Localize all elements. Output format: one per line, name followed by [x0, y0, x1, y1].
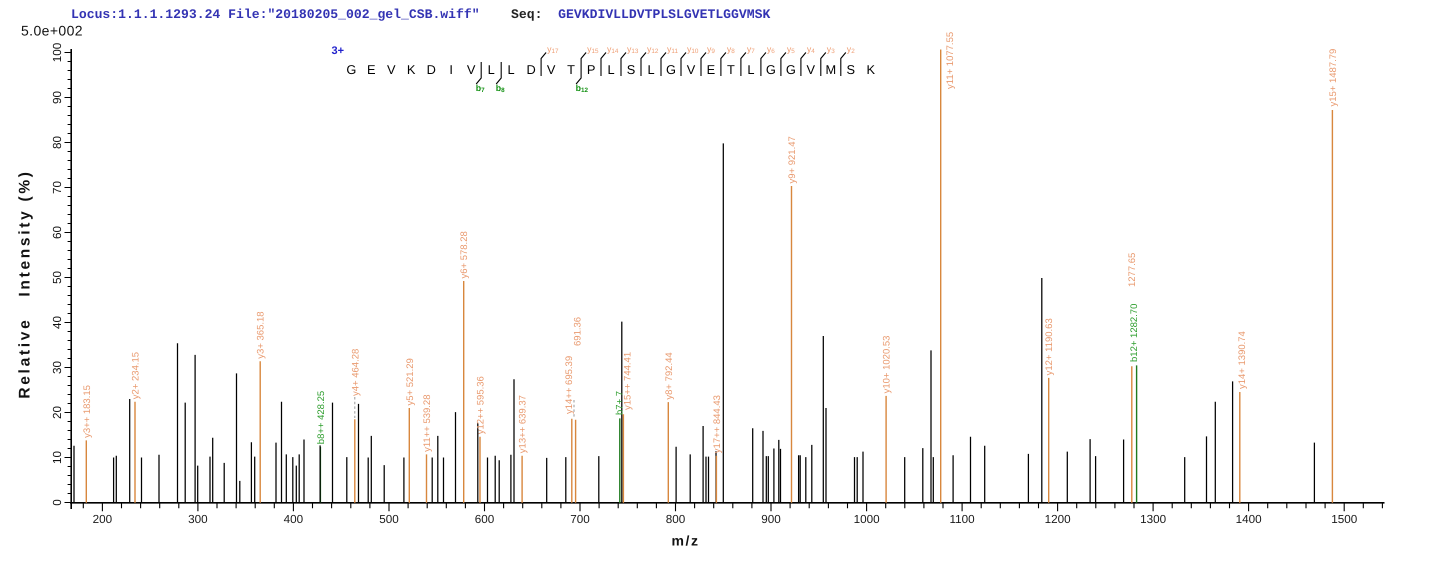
svg-text:G: G	[766, 62, 776, 77]
svg-text:b8++ 428.25: b8++ 428.25	[316, 391, 327, 444]
svg-text:60: 60	[51, 226, 64, 240]
svg-text:1500: 1500	[1331, 513, 1358, 526]
svg-text:Relative Intensity (%): Relative Intensity (%)	[17, 169, 34, 398]
svg-text:0: 0	[51, 499, 64, 506]
svg-text:500: 500	[379, 513, 399, 526]
svg-text:m/z: m/z	[672, 533, 700, 549]
svg-text:y14: y14	[607, 44, 619, 55]
svg-text:L: L	[508, 62, 515, 77]
svg-text:V: V	[687, 62, 696, 77]
svg-text:1100: 1100	[950, 513, 976, 526]
svg-text:y15+ 1487.79: y15+ 1487.79	[1328, 49, 1339, 107]
svg-text:80: 80	[51, 136, 64, 150]
svg-text:y3+ 365.18: y3+ 365.18	[256, 311, 267, 358]
svg-text:I: I	[449, 62, 453, 77]
svg-text:V: V	[387, 62, 396, 77]
svg-text:T: T	[727, 62, 735, 77]
svg-text:y8: y8	[727, 44, 735, 55]
svg-text:y12++ 595.36: y12++ 595.36	[476, 376, 487, 434]
svg-text:600: 600	[475, 513, 495, 526]
svg-text:y9: y9	[707, 44, 715, 55]
svg-text:y4+ 464.28: y4+ 464.28	[350, 349, 361, 396]
svg-text:30: 30	[51, 361, 64, 375]
svg-text:y8+ 792.44: y8+ 792.44	[664, 352, 675, 399]
svg-text:V: V	[547, 62, 556, 77]
svg-text:P: P	[587, 62, 596, 77]
svg-text:20: 20	[51, 406, 64, 420]
svg-text:y15: y15	[587, 44, 599, 55]
svg-text:V: V	[467, 62, 476, 77]
svg-text:E: E	[367, 62, 376, 77]
svg-text:y14+ 1390.74: y14+ 1390.74	[1237, 331, 1248, 389]
svg-text:700: 700	[570, 513, 590, 526]
svg-text:L: L	[747, 62, 754, 77]
svg-text:y5: y5	[787, 44, 795, 55]
svg-text:b8: b8	[496, 83, 505, 94]
svg-text:y2+ 234.15: y2+ 234.15	[131, 352, 142, 399]
svg-text:b7: b7	[476, 83, 485, 94]
svg-text:40: 40	[51, 316, 64, 330]
svg-text:70: 70	[51, 181, 64, 195]
svg-text:1277.65: 1277.65	[1127, 253, 1138, 287]
svg-text:L: L	[488, 62, 495, 77]
svg-text:M: M	[825, 62, 836, 77]
svg-text:G: G	[786, 62, 796, 77]
svg-text:L: L	[647, 62, 654, 77]
svg-text:y6+ 578.28: y6+ 578.28	[459, 231, 470, 278]
svg-text:G: G	[346, 62, 356, 77]
svg-text:300: 300	[188, 513, 208, 526]
svg-text:1300: 1300	[1140, 513, 1167, 526]
svg-text:1400: 1400	[1236, 513, 1263, 526]
svg-text:y11+ 1077.55: y11+ 1077.55	[945, 32, 956, 89]
svg-text:y9+ 921.47: y9+ 921.47	[787, 136, 798, 183]
svg-text:y11: y11	[667, 44, 678, 55]
svg-text:y5+ 521.29: y5+ 521.29	[405, 358, 416, 405]
svg-text:y4: y4	[807, 44, 815, 55]
svg-text:y13++ 639.37: y13++ 639.37	[518, 395, 529, 453]
svg-text:S: S	[847, 62, 856, 77]
svg-text:691.36: 691.36	[573, 317, 584, 346]
svg-text:50: 50	[51, 271, 64, 285]
svg-text:K: K	[407, 62, 416, 77]
svg-text:y7: y7	[747, 44, 755, 55]
svg-text:y3++ 183.15: y3++ 183.15	[82, 385, 93, 438]
svg-text:y6: y6	[767, 44, 775, 55]
svg-text:L: L	[607, 62, 614, 77]
svg-text:y14++ 695.39: y14++ 695.39	[564, 356, 575, 414]
svg-text:E: E	[707, 62, 716, 77]
svg-text:G: G	[666, 62, 676, 77]
svg-text:b7+ 7: b7+ 7	[614, 391, 625, 415]
svg-text:b12+ 1282.70: b12+ 1282.70	[1129, 304, 1140, 362]
svg-text:y11++ 539.28: y11++ 539.28	[422, 394, 433, 451]
svg-text:y13: y13	[627, 44, 639, 55]
svg-text:D: D	[427, 62, 436, 77]
svg-text:800: 800	[666, 513, 686, 526]
svg-text:Locus:1.1.1.1293.24 File:"2018: Locus:1.1.1.1293.24 File:"20180205_002_g…	[71, 7, 770, 22]
svg-text:T: T	[567, 62, 575, 77]
svg-text:10: 10	[51, 451, 64, 465]
svg-text:1000: 1000	[854, 513, 881, 526]
svg-text:y15++ 744.41: y15++ 744.41	[623, 352, 634, 410]
svg-text:y10+ 1020.53: y10+ 1020.53	[882, 336, 893, 394]
svg-text:D: D	[526, 62, 535, 77]
svg-text:y17++ 844.43: y17++ 844.43	[712, 395, 723, 453]
svg-text:K: K	[867, 62, 876, 77]
svg-text:b12: b12	[576, 83, 589, 94]
svg-text:y2: y2	[847, 44, 855, 55]
svg-text:100: 100	[51, 42, 64, 62]
svg-text:S: S	[627, 62, 636, 77]
svg-text:900: 900	[761, 513, 781, 526]
svg-text:y17: y17	[547, 44, 559, 55]
svg-text:y10: y10	[687, 44, 699, 55]
svg-text:5.0e+002: 5.0e+002	[21, 23, 83, 39]
svg-text:V: V	[807, 62, 816, 77]
svg-text:y12+ 1190.63: y12+ 1190.63	[1044, 318, 1055, 375]
svg-text:3+: 3+	[332, 45, 345, 57]
svg-text:1200: 1200	[1045, 513, 1072, 526]
svg-text:y12: y12	[647, 44, 659, 55]
svg-text:y3: y3	[827, 44, 835, 55]
svg-text:200: 200	[93, 513, 113, 526]
svg-text:400: 400	[284, 513, 304, 526]
svg-text:90: 90	[51, 91, 64, 105]
